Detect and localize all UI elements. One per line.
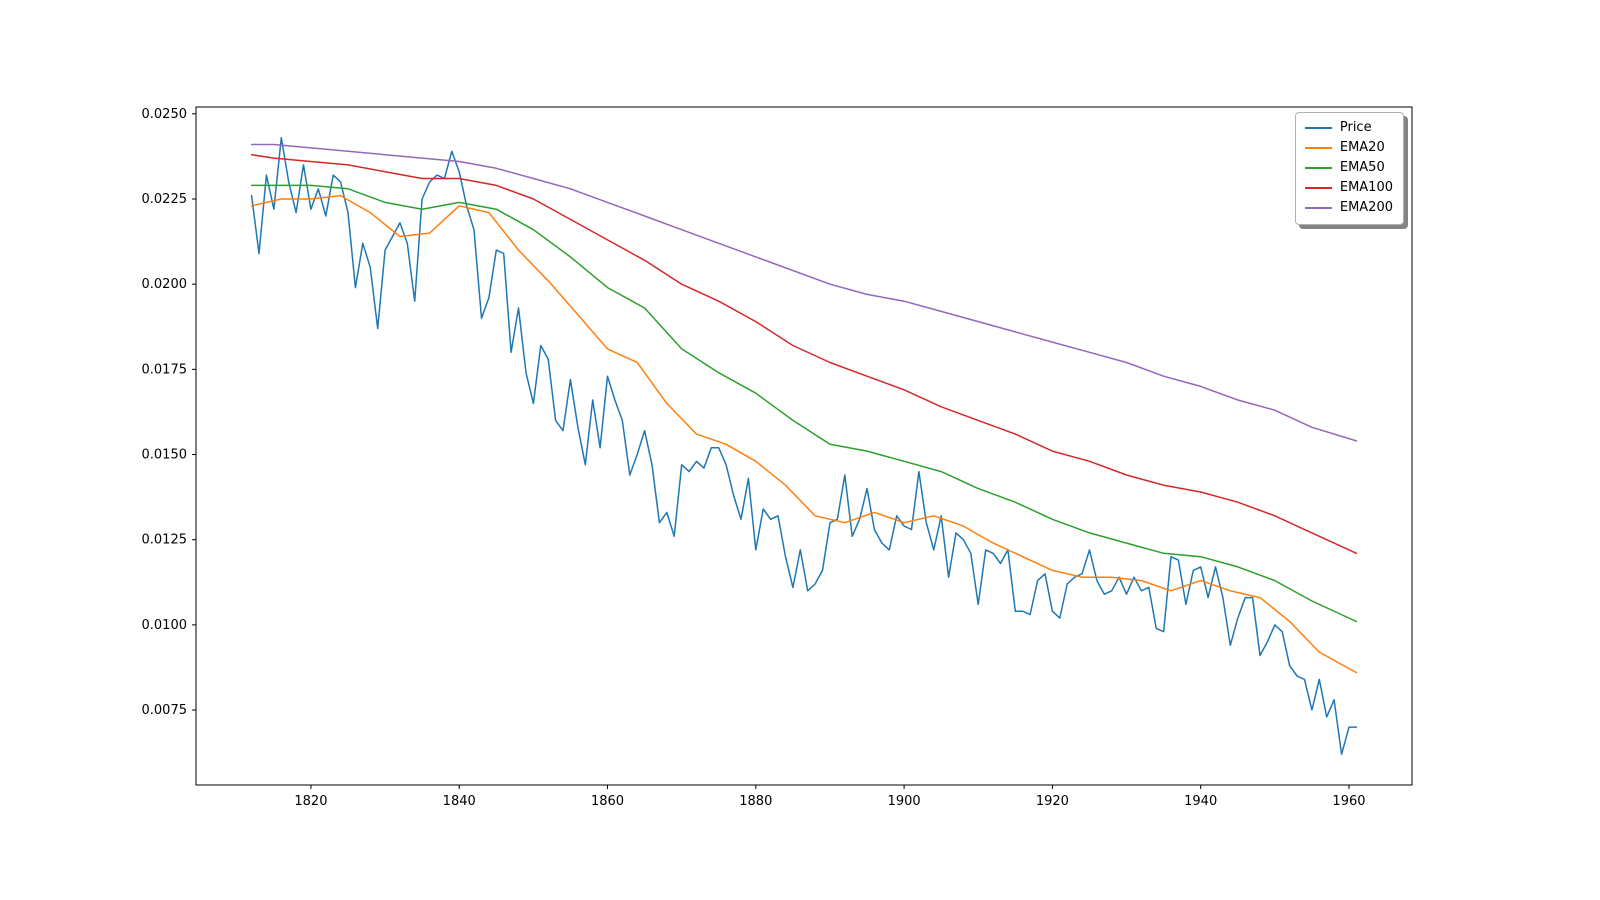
- y-tick-label: 0.0175: [142, 362, 188, 377]
- x-tick-label: 1860: [591, 794, 624, 809]
- series-line-ema20: [250, 194, 1358, 674]
- y-tick-label: 0.0200: [142, 277, 188, 292]
- legend-line-sample-ema50: [1304, 167, 1332, 169]
- legend-line-sample-price: [1304, 127, 1332, 129]
- y-tick-label: 0.0150: [142, 448, 188, 463]
- x-tick-label: 1900: [888, 794, 921, 809]
- legend-line-sample-ema100: [1304, 187, 1332, 189]
- x-tick-label: 1920: [1036, 794, 1069, 809]
- x-tick-label: 1940: [1184, 794, 1217, 809]
- legend-label-price: Price: [1339, 120, 1372, 135]
- x-tick-label: 1960: [1332, 794, 1365, 809]
- series-line-price: [250, 136, 1358, 756]
- legend-line-sample-ema20: [1304, 147, 1332, 149]
- y-tick-label: 0.0125: [142, 533, 188, 548]
- x-tick-label: 1880: [739, 794, 772, 809]
- legend-label-ema20: EMA20: [1339, 140, 1385, 155]
- x-tick-label: 1820: [294, 794, 327, 809]
- legend-label-ema50: EMA50: [1339, 160, 1385, 175]
- legend-item-ema100: EMA100: [1304, 178, 1393, 198]
- legend-item-price: Price: [1304, 118, 1393, 138]
- legend: Price EMA20 EMA50 EMA100 EMA200: [1294, 112, 1404, 225]
- legend-label-ema100: EMA100: [1339, 180, 1393, 195]
- series-line-ema100: [250, 153, 1358, 555]
- legend-item-ema20: EMA20: [1304, 138, 1393, 158]
- series-line-ema50: [250, 184, 1358, 623]
- y-tick-label: 0.0225: [142, 192, 188, 207]
- y-tick-label: 0.0075: [142, 703, 188, 718]
- legend-label-ema200: EMA200: [1339, 200, 1393, 215]
- series-line-ema200: [250, 143, 1358, 442]
- y-tick-label: 0.0250: [142, 107, 188, 122]
- legend-item-ema50: EMA50: [1304, 158, 1393, 178]
- legend-line-sample-ema200: [1304, 207, 1332, 209]
- axes-frame: [195, 106, 1413, 786]
- x-tick-label: 1840: [443, 794, 476, 809]
- legend-item-ema200: EMA200: [1304, 198, 1393, 218]
- y-tick-label: 0.0100: [142, 618, 188, 633]
